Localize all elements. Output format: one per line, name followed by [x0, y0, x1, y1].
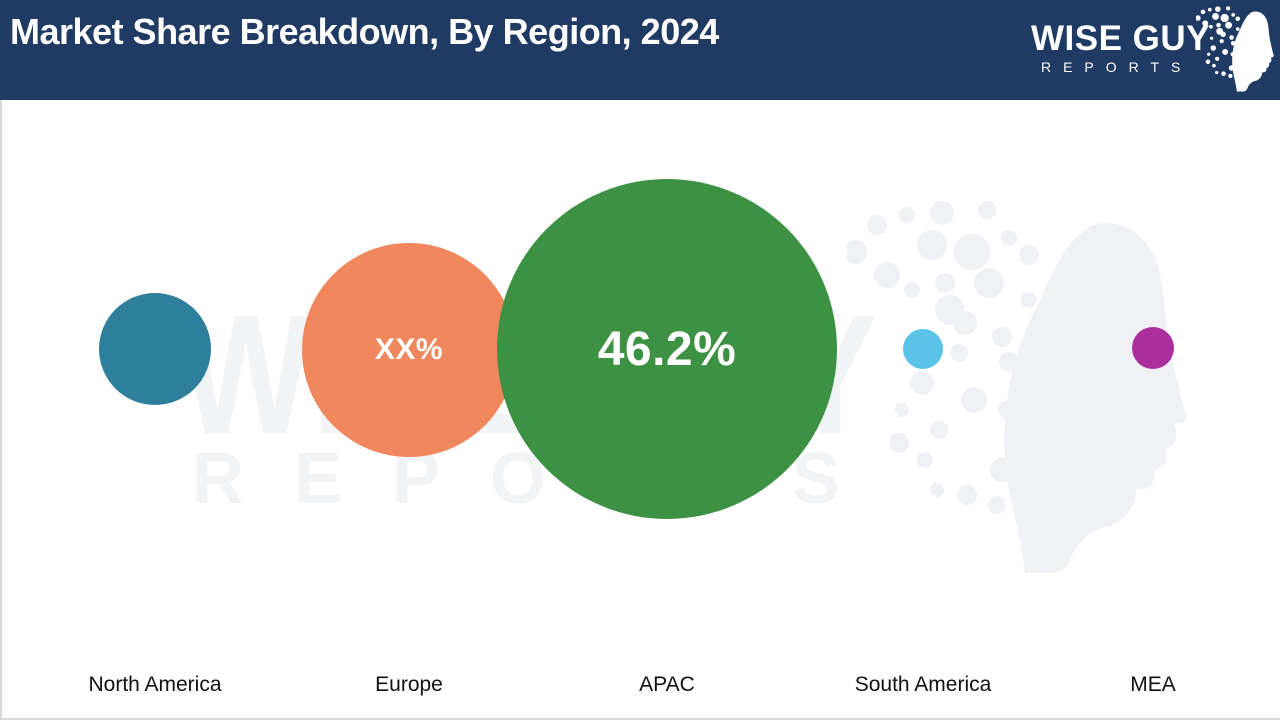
category-label-north-america: North America: [88, 673, 222, 696]
bubble-value-label: XX%: [374, 333, 444, 366]
logo-reports-text: REPORTS: [1040, 59, 1193, 75]
category-label-south-america: South America: [854, 673, 992, 696]
chart-title: Market Share Breakdown, By Region, 2024: [10, 11, 719, 52]
category-label-mea: MEA: [1130, 673, 1176, 696]
wiseguy-head-icon: [1196, 6, 1274, 92]
category-label-apac: APAC: [639, 673, 695, 696]
bubble-value-label: 46.2%: [597, 322, 737, 376]
bubble-apac: 46.2%: [497, 179, 837, 519]
bubble-south-america: [903, 329, 943, 369]
bubble-layer: North America XX% Europe 46.2% APAC South Ame…: [2, 100, 1280, 718]
bubble-europe: XX%: [302, 243, 516, 457]
bubble-north-america: [99, 293, 211, 405]
header: Market Share Breakdown, By Region, 2024 …: [0, 0, 1280, 100]
wiseguy-logo: WISE GUY REPORTS: [1031, 0, 1274, 100]
category-label-europe: Europe: [375, 673, 443, 696]
plot-area: WISE GUY REPORTS North AmericaXX%Europe4…: [0, 100, 1280, 720]
bubble-mea: [1132, 327, 1174, 369]
logo-wordmark: WISE GUY: [1030, 19, 1210, 58]
logo-text: WISE GUY REPORTS: [1031, 0, 1210, 75]
